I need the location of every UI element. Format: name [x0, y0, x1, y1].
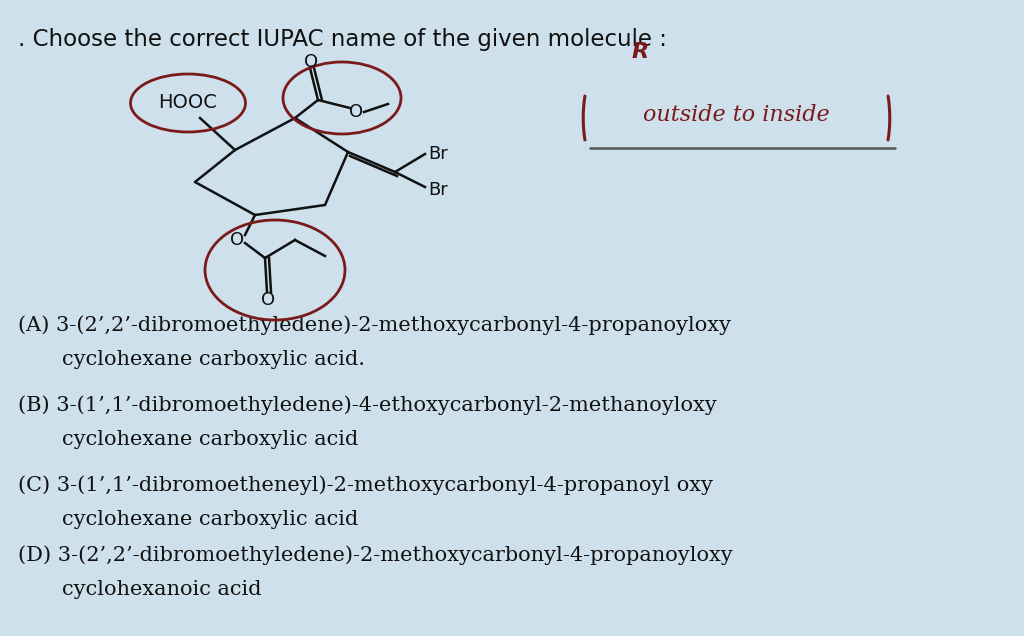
Text: O: O [261, 291, 275, 309]
Text: (C) 3-(1’,1’-dibromoetheneyl)-2-methoxycarbonyl-4-propanoyl oxy: (C) 3-(1’,1’-dibromoetheneyl)-2-methoxyc… [18, 475, 713, 495]
Text: cyclohexane carboxylic acid: cyclohexane carboxylic acid [62, 510, 358, 529]
Text: (D) 3-(2’,2’-dibromoethyledene)-2-methoxycarbonyl-4-propanoyloxy: (D) 3-(2’,2’-dibromoethyledene)-2-methox… [18, 545, 733, 565]
Text: O: O [304, 53, 318, 71]
Text: (B) 3-(1’,1’-dibromoethyledene)-4-ethoxycarbonyl-2-methanoyloxy: (B) 3-(1’,1’-dibromoethyledene)-4-ethoxy… [18, 395, 717, 415]
Text: outside to inside: outside to inside [643, 104, 829, 126]
Text: O: O [349, 103, 364, 121]
Text: HOOC: HOOC [159, 93, 217, 113]
Text: cyclohexane carboxylic acid: cyclohexane carboxylic acid [62, 430, 358, 449]
Text: Br: Br [428, 145, 447, 163]
Text: Br: Br [428, 181, 447, 199]
Text: (A) 3-(2’,2’-dibromoethyledene)-2-methoxycarbonyl-4-propanoyloxy: (A) 3-(2’,2’-dibromoethyledene)-2-methox… [18, 315, 731, 335]
Text: cyclohexanoic acid: cyclohexanoic acid [62, 580, 261, 599]
Text: cyclohexane carboxylic acid.: cyclohexane carboxylic acid. [62, 350, 365, 369]
Text: R: R [632, 42, 648, 62]
Text: O: O [230, 231, 244, 249]
Text: . Choose the correct IUPAC name of the given molecule :: . Choose the correct IUPAC name of the g… [18, 28, 667, 51]
